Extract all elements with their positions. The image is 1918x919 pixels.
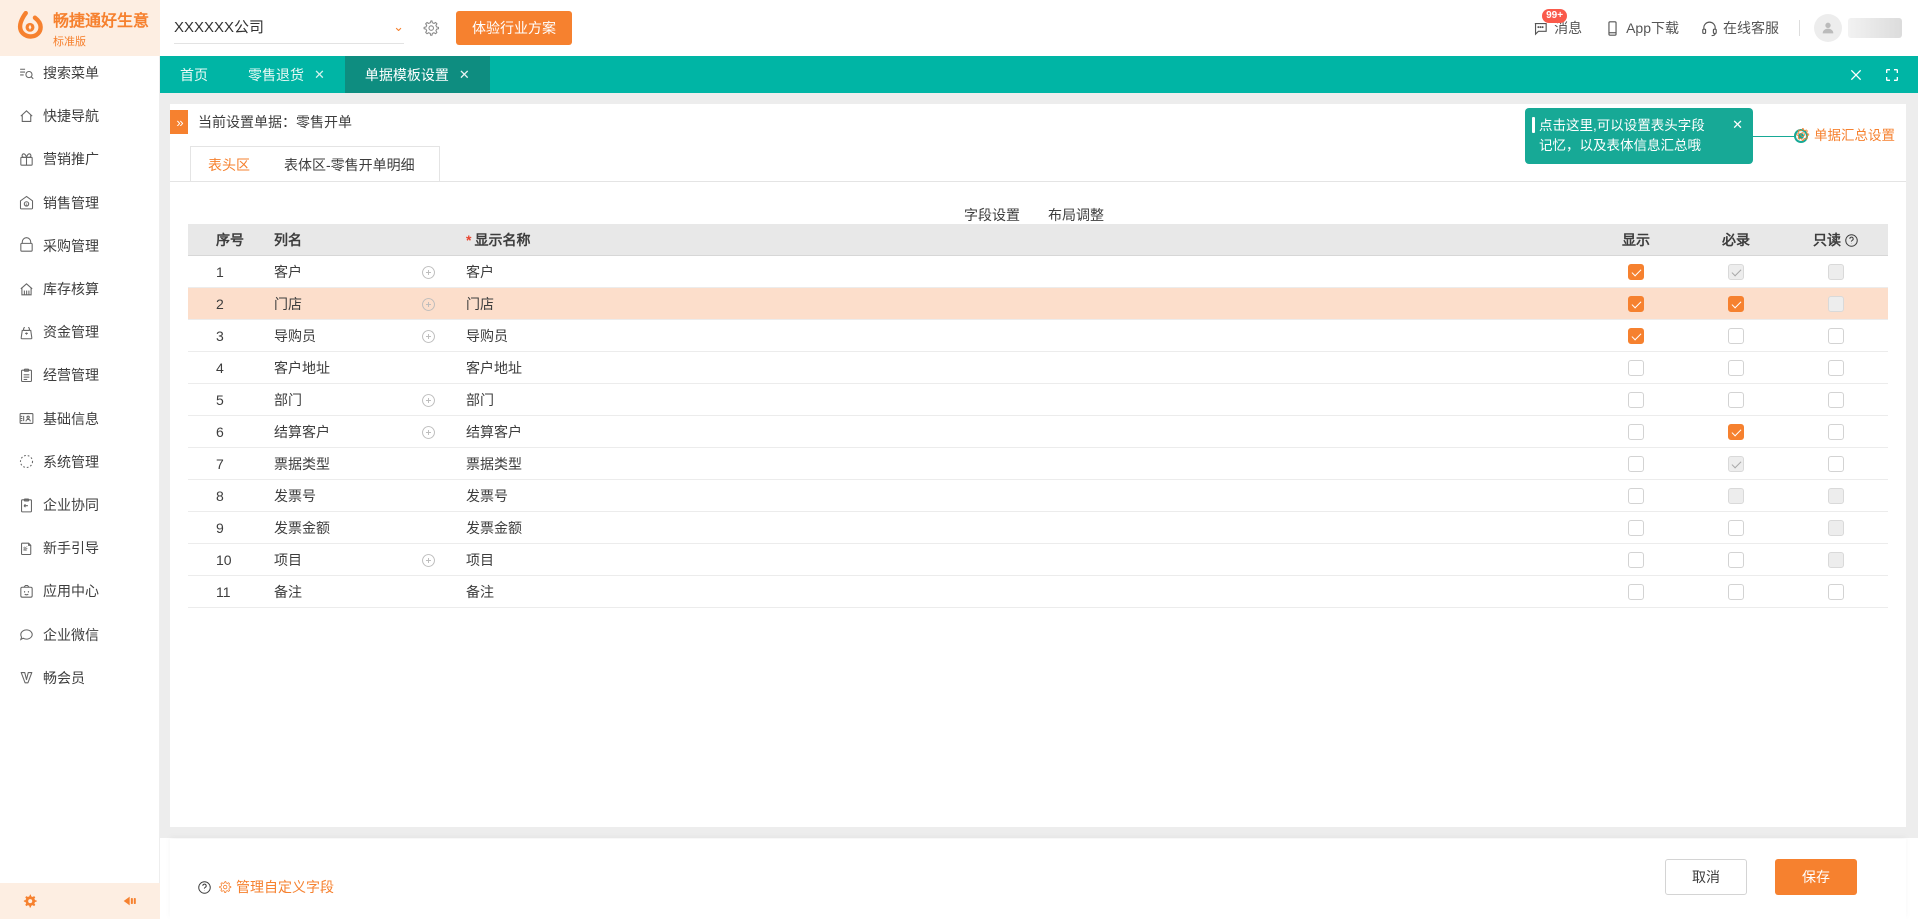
svg-text:新: 新: [23, 545, 28, 552]
